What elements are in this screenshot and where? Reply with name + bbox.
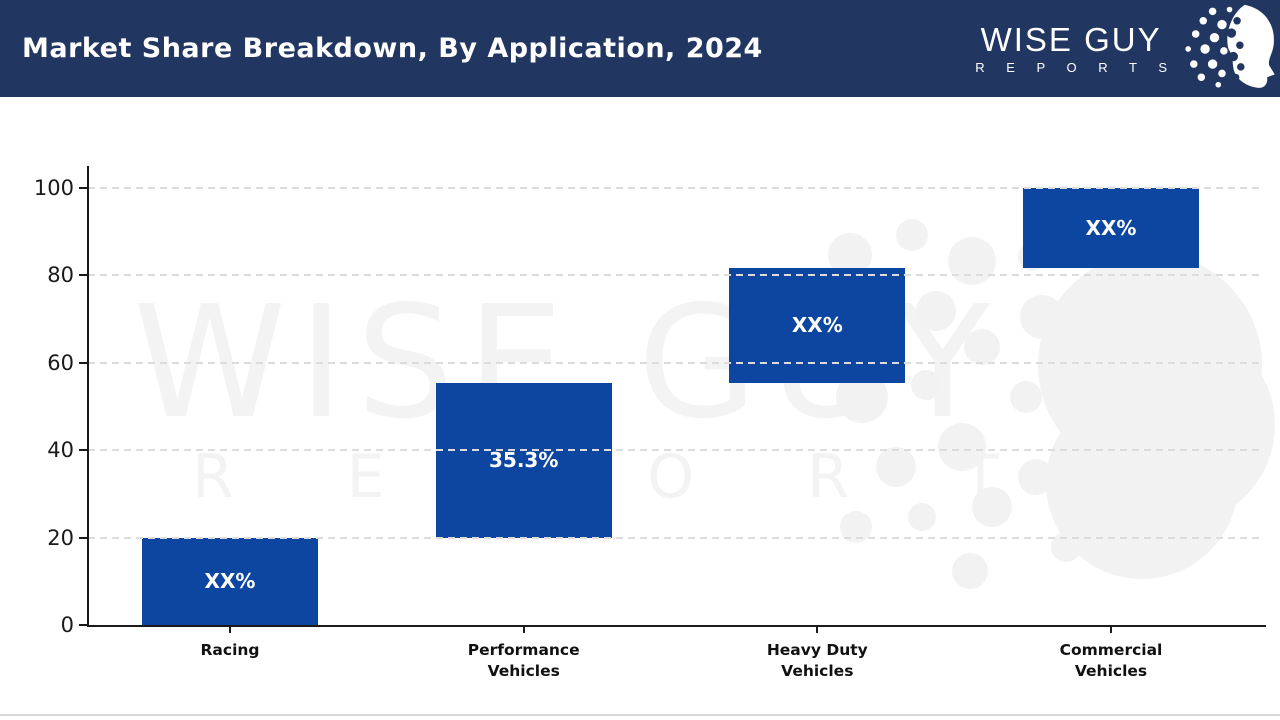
gridline-y-40 (88, 449, 1264, 451)
header-bar: Market Share Breakdown, By Application, … (0, 0, 1280, 97)
gridline-y-80 (88, 274, 1264, 276)
brand-logo: WISE GUY R E P O R T S (966, 0, 1280, 97)
y-tick-label-80: 80 (47, 263, 74, 287)
bar-heavy-duty-vehicles (729, 267, 906, 384)
bar-performance-vehicles (435, 383, 612, 538)
y-tick-label-20: 20 (47, 525, 74, 550)
bar-value-label: XX% (204, 569, 256, 594)
bar-value-label: XX% (791, 313, 843, 338)
brand-logo-text: WISE GUY R E P O R T S (966, 20, 1176, 75)
y-tick-mark-0 (79, 624, 87, 626)
x-tick-label-line: Vehicles (1074, 662, 1148, 680)
x-tick-mark-0 (229, 625, 231, 633)
y-tick-label-100: 100 (33, 175, 74, 200)
chart-area: XX% 35.3% XX% XX% 0 20 40 60 80 100 Racing Performa… (0, 97, 1280, 714)
x-tick-label-line: Commercial (1059, 641, 1163, 659)
x-tick-label-line: Racing (200, 641, 260, 659)
x-tick-mark-1 (522, 625, 525, 633)
y-tick-mark-60 (79, 361, 87, 364)
x-tick-label-line: Vehicles (487, 662, 560, 680)
page-title: Market Share Breakdown, By Application, … (22, 33, 763, 64)
x-tick-label-line: Performance (467, 641, 580, 659)
brand-subname: R E P O R T S (975, 59, 1176, 75)
x-tick-label-1: Performance Vehicles (394, 640, 654, 682)
bar-value-label: 35.3% (488, 448, 559, 473)
bar-value-label: XX% (1085, 215, 1137, 240)
x-tick-mark-3 (1110, 625, 1112, 633)
y-tick-mark-20 (79, 536, 87, 539)
gridline-y-20 (88, 536, 1264, 539)
bar-racing (142, 537, 318, 625)
bottom-divider (0, 714, 1280, 716)
x-tick-label-3: Commercial Vehicles (981, 640, 1241, 682)
x-tick-label-line: Heavy Duty (766, 641, 868, 659)
x-tick-label-2: Heavy Duty Vehicles (687, 640, 947, 682)
x-tick-label-0: Racing (100, 640, 360, 661)
y-axis-line (87, 165, 89, 627)
brand-name: WISE GUY (980, 20, 1162, 58)
y-tick-mark-100 (79, 186, 87, 189)
bar-commercial-vehicles (1023, 187, 1199, 268)
y-tick-mark-40 (79, 449, 87, 451)
y-tick-label-40: 40 (47, 438, 74, 462)
gridline-y-100 (88, 186, 1264, 189)
x-tick-label-line: Vehicles (781, 662, 854, 680)
brand-head-icon (1185, 4, 1275, 88)
gridline-y-60 (88, 361, 1264, 364)
y-tick-label-60: 60 (47, 350, 74, 375)
x-axis-line (87, 625, 1266, 627)
y-tick-label-0: 0 (60, 613, 74, 637)
x-tick-mark-2 (816, 625, 819, 633)
y-tick-mark-80 (79, 274, 87, 276)
